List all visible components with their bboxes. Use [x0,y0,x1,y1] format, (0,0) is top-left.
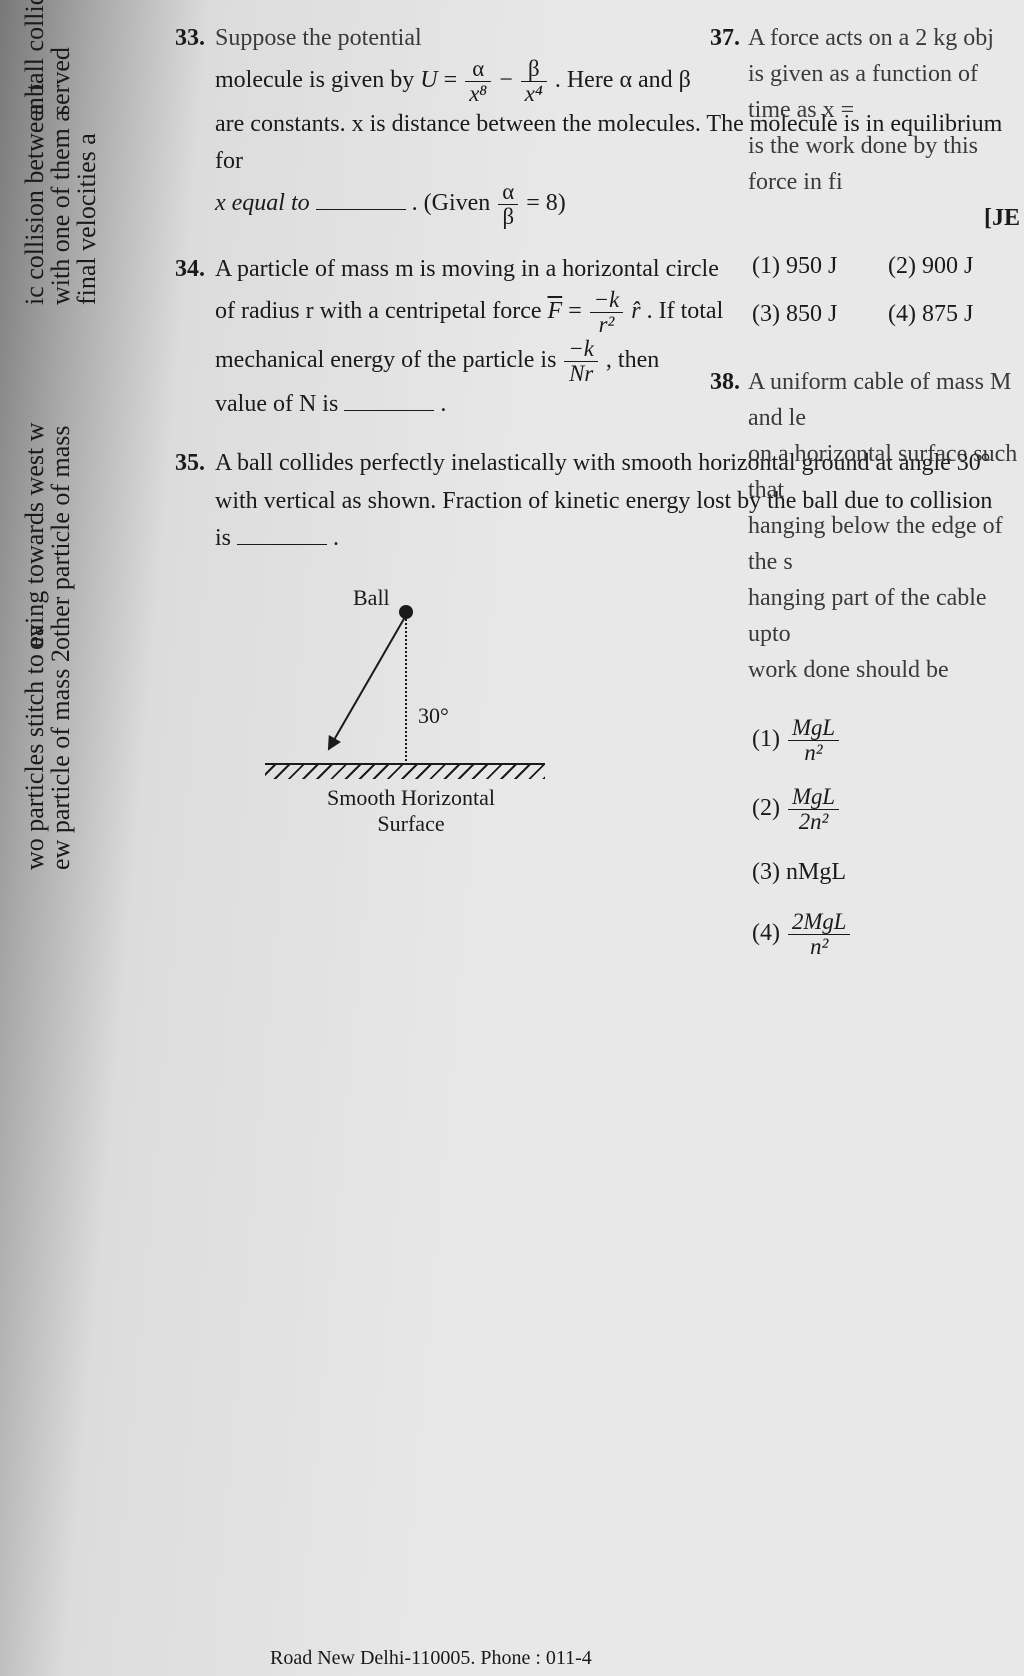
option-3: (3) 850 J [748,290,884,338]
q33-given-tail: = 8) [526,190,566,216]
left-text: ew particle of mass 2 [46,649,76,870]
ground-hatch-icon [265,765,545,779]
denominator: x⁴ [521,82,547,106]
fraction: MgL n² [786,716,841,765]
q34-line1: A particle of mass m is moving in a hori… [215,256,719,282]
option-3: (3) nMgL [748,844,1020,900]
numerator: −k [564,337,598,362]
ball-figure: Ball 30° Smooth Horizontal Surface [255,575,575,835]
denominator: n² [788,935,850,959]
ball-label: Ball [353,581,390,615]
q33-eq: = [444,67,464,93]
left-text: other particle of mass [46,425,76,650]
option-1: (1) MgL n² [748,706,1020,775]
opt-prefix: (2) [752,795,786,821]
arrow-head-icon [322,735,341,754]
option-4: (4) 875 J [884,290,1020,338]
minus: − [499,67,519,93]
q38-line3: hanging below the edge of the s [748,513,1003,575]
option-4: (4) 2MgL n² [748,900,1020,969]
q33-lead: Suppose the potential [215,25,422,51]
q37-options: (1) 950 J (2) 900 J (3) 850 J (4) 875 J [748,242,1020,338]
left-text: final velocities a [72,133,102,305]
denominator: r² [590,313,624,337]
q34-line2a: of radius r with a centripetal force [215,298,548,324]
fraction: −k r² [588,288,626,337]
page: a ball colliding elastic served ic colli… [0,0,1024,1676]
vertical-dotted-line [405,615,407,765]
surface-label: Smooth Horizontal Surface [327,785,495,838]
fraction: MgL 2n² [786,785,841,834]
opt-prefix: (4) [752,920,786,946]
q37-tag: [JE [748,200,1020,236]
answer-blank [344,387,434,411]
question-37: 37. A force acts on a 2 kg obj is given … [710,20,1020,338]
q34-eq: = [568,298,588,324]
arrow-line [330,615,407,746]
numerator: 2MgL [788,910,850,935]
fraction: 2MgL n² [786,910,852,959]
q33-line3a: x equal to [215,190,316,216]
q33-U: U [420,67,437,93]
question-number: 38. [710,364,740,400]
q35-period: . [333,525,339,551]
q38-line1: A uniform cable of mass M and le [748,369,1011,431]
left-margin-strip: a ball colliding elastic served ic colli… [0,0,165,1676]
numerator: α [498,180,518,205]
question-number: 34. [175,251,205,288]
left-text: served [46,47,76,115]
question-number: 33. [175,20,205,57]
surface-label-line1: Smooth Horizontal [327,785,495,810]
q34-period: . [440,391,446,417]
option-1: (1) 950 J [748,242,884,290]
surface-label-line2: Surface [377,811,444,836]
option-2: (2) 900 J [884,242,1020,290]
answer-blank [316,186,406,210]
denominator: Nr [564,362,598,386]
q33-line1b: . Here α and β [555,67,691,93]
option-2: (2) MgL 2n² [748,775,1020,844]
question-number: 37. [710,20,740,56]
q33-given: . (Given [412,190,497,216]
denominator: β [498,205,518,229]
q38-options: (1) MgL n² (2) MgL 2n² (3) nMgL (4) [748,706,1020,969]
q34-line3a: mechanical energy of the particle is [215,347,562,373]
opt-prefix: (1) [752,726,786,752]
q34-F: F [548,298,563,324]
denominator: x⁸ [465,82,491,106]
numerator: MgL [788,716,839,741]
question-number: 35. [175,445,205,482]
velocity-arrow [330,615,407,746]
q34-line4a: value of N is [215,391,344,417]
q34-line3b: , then [606,347,659,373]
angle-label: 30° [418,699,449,733]
numerator: α [465,57,491,82]
numerator: −k [590,288,624,313]
right-column: 37. A force acts on a 2 kg obj is given … [710,20,1020,991]
fraction: β x⁴ [519,57,549,106]
answer-blank [237,521,327,545]
q37-line3: is the work done by this force in fi [748,133,978,195]
denominator: n² [788,741,839,765]
numerator: β [521,57,547,82]
numerator: MgL [788,785,839,810]
q37-line2: is given as a function of time as x = [748,61,978,123]
fraction: α β [496,180,520,229]
fraction: −k Nr [562,337,600,386]
q34-rhat: r̂ [631,298,640,324]
q38-line5: work done should be [748,657,949,683]
page-footer: Road New Delhi-110005. Phone : 011-4 [270,1647,592,1670]
q38-line2: on a horizontal surface such that [748,441,1017,503]
fraction: α x⁸ [463,57,493,106]
q37-line1: A force acts on a 2 kg obj [748,25,994,51]
q38-line4: hanging part of the cable upto [748,585,987,647]
question-38: 38. A uniform cable of mass M and le on … [710,364,1020,969]
q33-line1a: molecule is given by [215,67,420,93]
denominator: 2n² [788,810,839,834]
